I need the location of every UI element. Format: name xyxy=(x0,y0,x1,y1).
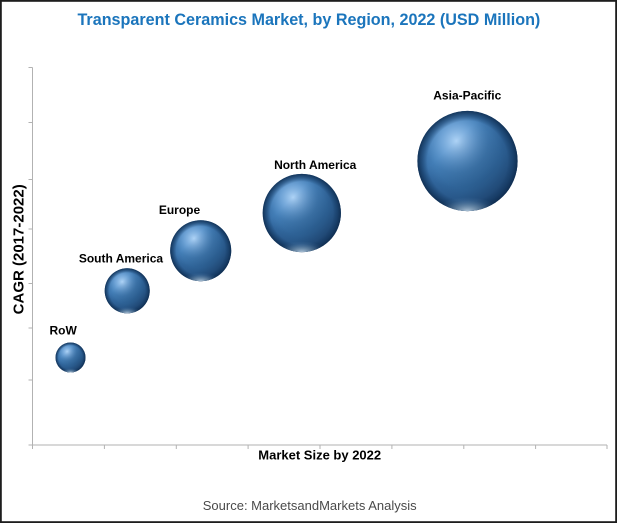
svg-text:Market Size by 2022: Market Size by 2022 xyxy=(258,448,381,463)
svg-text:North America: North America xyxy=(274,158,357,172)
svg-text:Source: MarketsandMarkets Anal: Source: MarketsandMarkets Analysis xyxy=(203,498,417,513)
svg-text:Europe: Europe xyxy=(159,203,201,217)
svg-text:CAGR (2017-2022): CAGR (2017-2022) xyxy=(11,184,28,314)
svg-text:Transparent Ceramics Market, b: Transparent Ceramics Market, by Region, … xyxy=(77,11,540,29)
svg-text:Asia-Pacific: Asia-Pacific xyxy=(433,88,501,102)
svg-text:South America: South America xyxy=(79,251,164,265)
svg-text:RoW: RoW xyxy=(49,324,77,338)
